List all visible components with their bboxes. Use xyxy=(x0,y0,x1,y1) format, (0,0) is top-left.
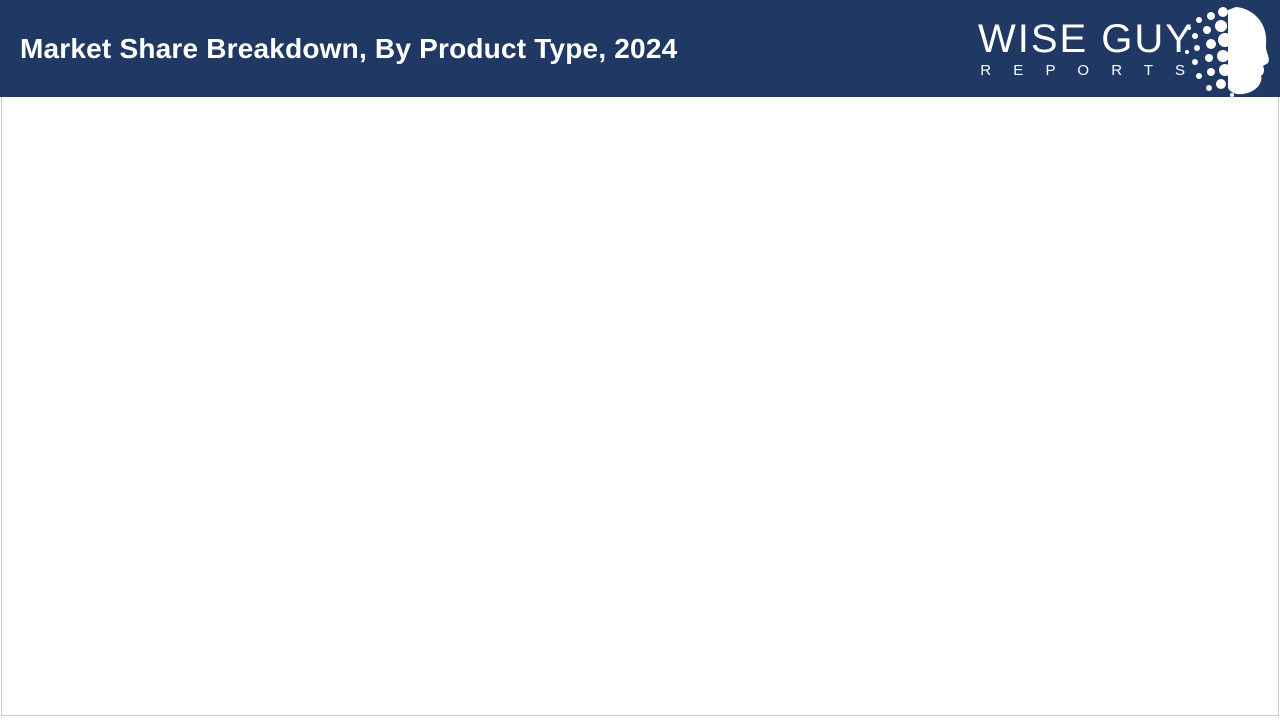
wise-guy-reports-logo: WISE GUY R E P O R T S xyxy=(978,1,1280,97)
header-bar: Market Share Breakdown, By Product Type,… xyxy=(0,0,1280,97)
logo-head-icon xyxy=(1185,6,1269,97)
page-title: Market Share Breakdown, By Product Type,… xyxy=(20,32,678,64)
logo-wise-guy-text: WISE GUY xyxy=(977,17,1194,61)
logo-reports-text: R E P O R T S xyxy=(980,62,1194,79)
content-border xyxy=(1,97,1279,716)
